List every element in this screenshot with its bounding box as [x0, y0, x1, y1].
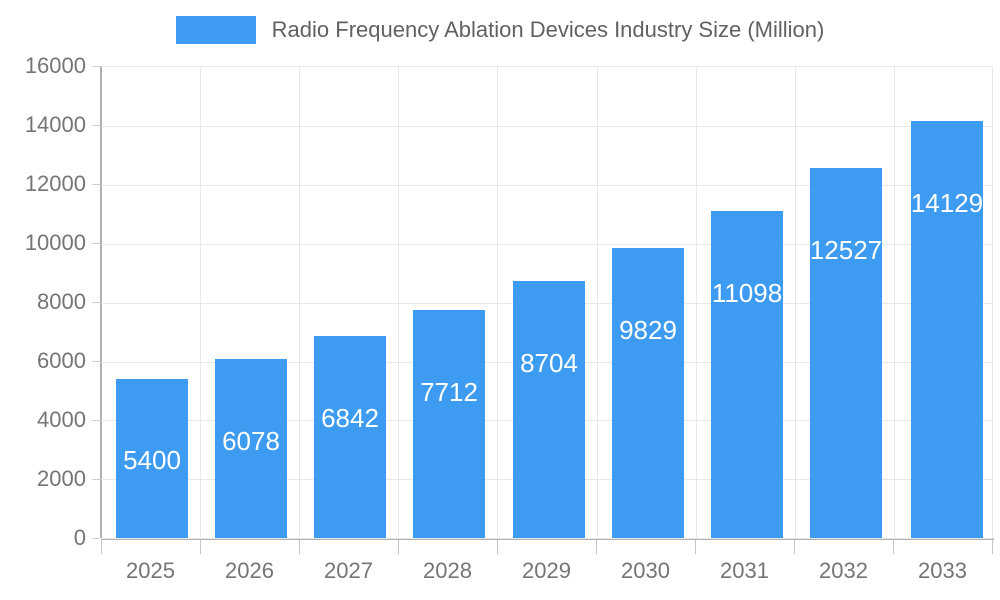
y-axis-tick [92, 243, 100, 244]
y-axis-tick [92, 184, 100, 185]
x-axis-tick [794, 540, 795, 554]
y-axis-tick-label: 6000 [37, 348, 86, 373]
y-axis-tick-label: 10000 [24, 230, 86, 255]
y-axis-tick-label: 12000 [24, 171, 86, 196]
x-axis-tick [893, 540, 894, 554]
bar-2031[interactable] [711, 211, 783, 538]
x-axis-tick [596, 540, 597, 554]
x-axis-tick-label-2031: 2031 [720, 558, 769, 583]
y-axis-tick [92, 125, 100, 126]
legend-label: Radio Frequency Ablation Devices Industr… [271, 17, 825, 42]
y-axis-tick [92, 479, 100, 480]
bar-2025[interactable] [116, 379, 188, 538]
bar-2027[interactable] [314, 336, 386, 538]
gridline-vertical [200, 67, 201, 539]
bar-2033[interactable] [911, 121, 983, 538]
gridline-horizontal [101, 244, 993, 245]
y-axis-tick [92, 420, 100, 421]
x-axis-tick [695, 540, 696, 554]
y-axis-tick [92, 302, 100, 303]
x-axis-line [101, 538, 994, 540]
y-axis-tick [92, 66, 100, 67]
gridline-vertical [398, 67, 399, 539]
y-axis-tick [92, 538, 100, 539]
x-axis-tick [992, 540, 993, 554]
x-axis-tick-label-2030: 2030 [621, 558, 670, 583]
x-axis-tick-label-2033: 2033 [918, 558, 967, 583]
y-axis-line [100, 66, 102, 538]
legend-color-swatch [175, 16, 256, 44]
bar-2029[interactable] [513, 281, 585, 538]
x-axis-tick [497, 540, 498, 554]
x-axis-tick-label-2025: 2025 [126, 558, 175, 583]
chart-legend: Radio Frequency Ablation Devices Industr… [0, 0, 1000, 60]
x-axis-tick-label-2026: 2026 [225, 558, 274, 583]
bar-2030[interactable] [612, 248, 684, 538]
x-axis-tick [200, 540, 201, 554]
x-axis-tick-label-2028: 2028 [423, 558, 472, 583]
gridline-horizontal [101, 185, 993, 186]
x-axis-tick-label-2027: 2027 [324, 558, 373, 583]
y-axis-tick-label: 4000 [37, 407, 86, 432]
gridline-horizontal [101, 126, 993, 127]
gridline-vertical [696, 67, 697, 539]
legend-item[interactable]: Radio Frequency Ablation Devices Industr… [175, 16, 825, 44]
bar-2026[interactable] [215, 359, 287, 538]
gridline-vertical [795, 67, 796, 539]
y-axis-tick-label: 16000 [24, 53, 86, 78]
x-axis-tick [101, 540, 102, 554]
x-axis-tick [398, 540, 399, 554]
y-axis-tick-label: 14000 [24, 112, 86, 137]
gridline-vertical [597, 67, 598, 539]
x-axis-tick [299, 540, 300, 554]
x-axis-tick-label-2032: 2032 [819, 558, 868, 583]
x-axis-tick-label-2029: 2029 [522, 558, 571, 583]
y-axis-tick-label: 2000 [37, 466, 86, 491]
gridline-vertical [894, 67, 895, 539]
gridline-vertical [299, 67, 300, 539]
y-axis-tick-label: 0 [73, 525, 86, 550]
gridline-vertical [497, 67, 498, 539]
y-axis-tick [92, 361, 100, 362]
gridline-horizontal [101, 538, 993, 539]
bar-2028[interactable] [413, 310, 485, 538]
y-axis-tick-label: 8000 [37, 289, 86, 314]
bar-2032[interactable] [810, 168, 882, 538]
